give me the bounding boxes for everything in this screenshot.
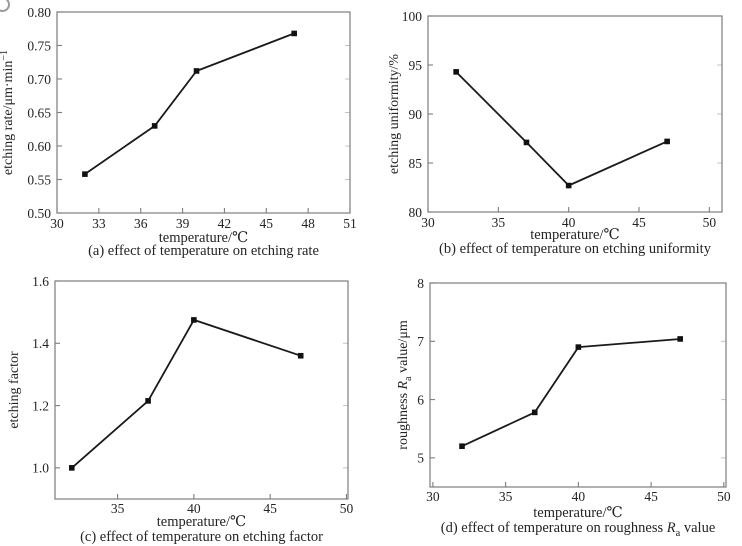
y-tick-label: 1.6 [32,274,49,289]
chart-roughness-svg: 30 35 40 45 50 5 6 7 8 temperature/℃ roughness Ra … [396,276,731,539]
x-tick-label: 40 [187,501,201,516]
x-tick-label: 40 [562,215,576,230]
y-tick-label: 100 [402,9,423,24]
x-tick-label: 45 [632,215,646,230]
x-tick-label: 42 [218,216,232,231]
y-tick-label: 1.4 [32,336,49,351]
chart-etching-uniformity: 30 35 40 45 50 80 85 90 95 100 temperature/℃ etchin… [371,0,742,265]
plot-frame [429,282,727,488]
data-point-marker [191,317,197,323]
y-axis-label: etching uniformity/% [387,54,402,174]
scan-artifact-circle [0,0,10,12]
chart-etching-factor: 35 40 45 50 1.0 1.2 1.4 1.6 temperature/℃ etching… [0,260,371,546]
x-tick-label: 35 [111,501,125,516]
x-tick-label: 50 [340,501,354,516]
y-tick-label: 80 [409,205,423,220]
y-tick-label: 0.50 [27,206,51,221]
data-point-marker [193,68,200,74]
x-tick-label: 35 [492,215,506,230]
data-polyline [461,338,681,448]
x-tick-label: 30 [50,216,64,231]
x-tick-label: 45 [260,216,274,231]
y-tick-label: 6 [417,392,424,407]
x-tick-label: 45 [644,489,658,504]
y-axis-label: etching factor [7,351,22,429]
data-point-marker [565,182,572,189]
y-tick-label: 0.55 [27,172,51,187]
data-point-marker [291,30,297,37]
x-tick-label: 35 [499,489,513,504]
x-tick-label: 36 [134,216,148,231]
data-point-marker [523,139,530,146]
chart-caption: (d) effect of temperature on roughness R… [441,520,716,539]
data-point-marker [145,398,151,404]
plot-frame [54,280,349,500]
y-tick-label: 5 [417,451,424,466]
x-tick-label: 48 [301,216,315,231]
x-tick-label: 40 [572,489,586,504]
x-tick-label: 33 [92,216,106,231]
x-axis-label: temperature/℃ [530,227,620,243]
y-tick-label: 8 [417,276,424,291]
data-point-marker [68,465,75,471]
data-point-marker [575,344,582,350]
data-polyline [455,71,668,187]
x-axis-label: temperature/℃ [533,505,623,521]
data-point-marker [151,123,158,129]
y-tick-label: 7 [417,334,424,349]
chart-etching-rate-svg: 30 33 36 39 42 45 48 51 0.50 0.55 0.60 0.65 0.70 0.75… [0,5,357,259]
x-tick-label: 45 [263,501,277,516]
x-tick-label: 50 [703,215,717,230]
y-tick-label: 95 [409,58,423,73]
chart-roughness: 30 35 40 45 50 5 6 7 8 temperature/℃ roughness Ra … [371,260,742,546]
y-axis-label: roughness Ra value/μm [396,320,414,450]
x-tick-label: 51 [343,216,357,231]
plot-frame [56,11,351,214]
x-axis-label: temperature/℃ [159,230,249,246]
x-tick-label: 30 [426,489,440,504]
y-tick-label: 1.0 [32,461,49,476]
x-axis-label: temperature/℃ [157,514,247,530]
chart-etching-factor-svg: 35 40 45 50 1.0 1.2 1.4 1.6 temperature/℃ etching… [7,274,354,545]
y-axis-label: etching rate/μm·min−1 [0,50,16,175]
x-tick-label: 30 [421,215,435,230]
chart-caption: (c) effect of temperature on etching fac… [80,529,323,545]
chart-caption: (a) effect of temperature on etching rat… [88,243,319,259]
data-point-marker [297,352,304,359]
data-polyline [84,32,295,175]
chart-caption: (b) effect of temperature on etching uni… [439,241,712,257]
y-tick-label: 90 [409,107,423,122]
x-tick-label: 39 [176,216,190,231]
x-tick-label: 50 [717,489,731,504]
y-tick-label: 0.70 [27,72,51,87]
chart-etching-uniformity-svg: 30 35 40 45 50 80 85 90 95 100 temperature/℃ etchin… [387,9,723,257]
y-tick-label: 0.65 [27,105,51,120]
y-tick-label: 0.80 [27,5,51,20]
y-tick-label: 0.60 [27,139,51,154]
data-point-marker [82,171,88,177]
data-point-marker [453,69,459,75]
y-tick-label: 0.75 [27,38,51,53]
data-point-marker [459,443,465,449]
data-point-marker [664,138,670,145]
chart-etching-rate: 30 33 36 39 42 45 48 51 0.50 0.55 0.60 0.65 0.70 0.75… [0,0,371,265]
y-tick-label: 1.2 [32,398,49,413]
data-point-marker [677,336,683,342]
y-tick-label: 85 [409,156,423,171]
data-point-marker [531,409,538,416]
data-polyline [71,319,301,469]
